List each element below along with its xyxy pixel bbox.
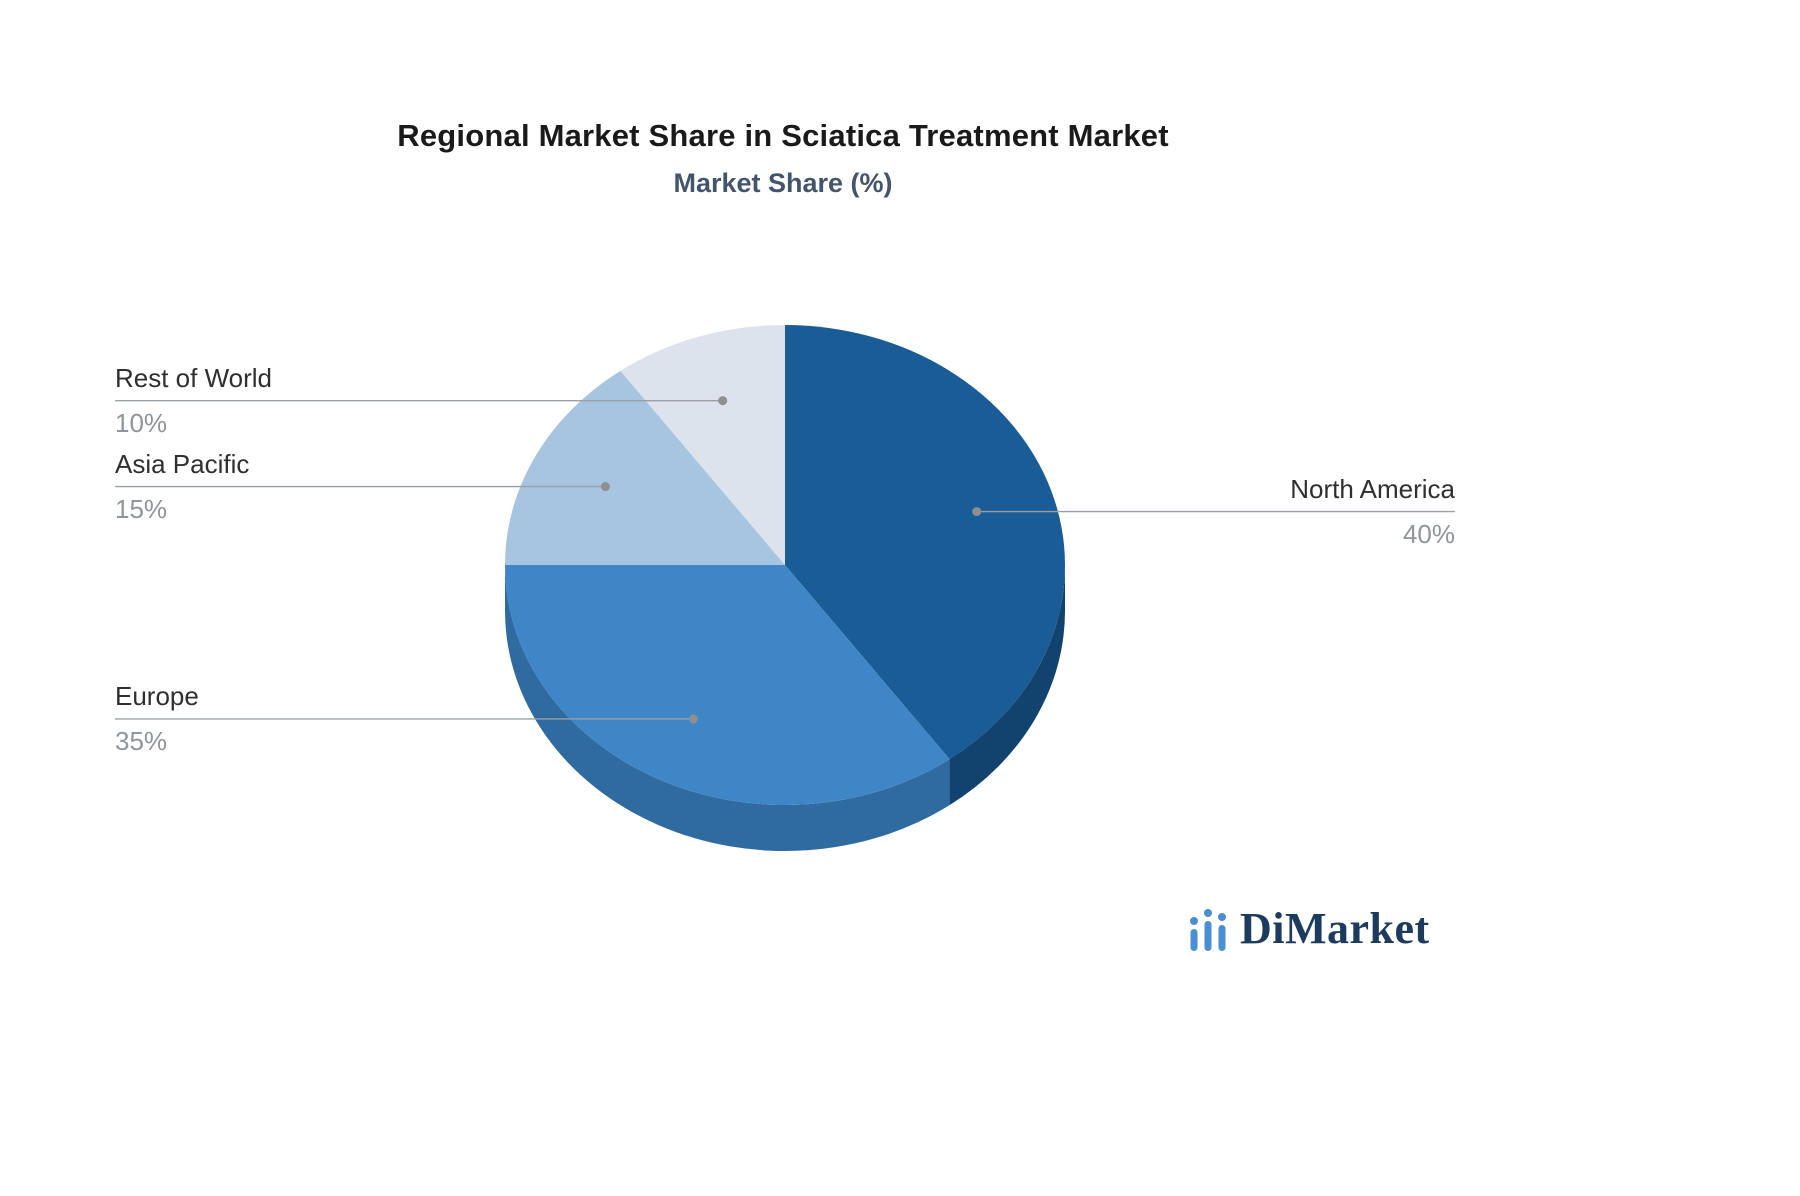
pie-slice xyxy=(505,565,950,805)
leader-dot xyxy=(600,482,610,492)
bar-chart-icon xyxy=(1190,908,1226,951)
brand-logo: DiMarket xyxy=(1186,903,1430,954)
pie-slice xyxy=(785,325,1065,760)
leader-dot xyxy=(688,714,698,724)
pie-slice xyxy=(620,325,785,565)
page-title: Regional Market Share in Sciatica Treatm… xyxy=(397,118,1169,153)
chart-subtitle: Market Share (%) xyxy=(673,168,893,198)
leader-dot xyxy=(718,396,728,406)
brand-name: DiMarket xyxy=(1240,904,1430,953)
pie-slice xyxy=(505,370,785,565)
pie-slice-side xyxy=(505,565,950,851)
pie-slice-side xyxy=(949,565,1065,806)
leader-dot xyxy=(972,507,982,517)
